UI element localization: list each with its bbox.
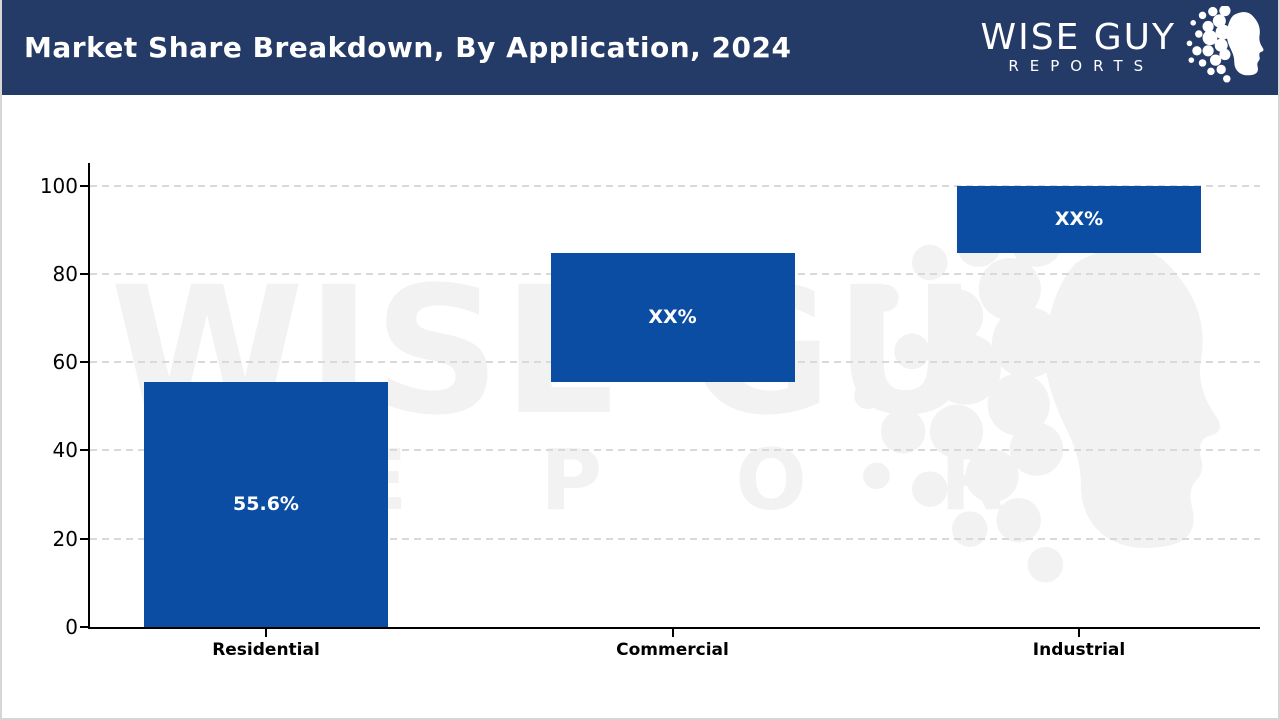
brand-name: WISE GUY xyxy=(980,16,1176,58)
y-tick-label: 80 xyxy=(52,261,78,286)
y-axis-tick xyxy=(80,361,88,364)
y-tick-label: 0 xyxy=(65,615,78,639)
bar-value-label: 55.6% xyxy=(233,493,299,516)
brand-subname: REPORTS xyxy=(1008,56,1155,75)
bar-industrial xyxy=(957,185,1201,253)
brand-logo-text: WISE GUY REPORTS xyxy=(980,16,1177,76)
bar-value-label: XX% xyxy=(1054,208,1104,231)
y-tick-label: 100 xyxy=(39,173,78,198)
y-axis-tick xyxy=(80,449,88,452)
y-axis-tick xyxy=(80,272,88,275)
x-axis-tick xyxy=(265,629,267,637)
page-title: Market Share Breakdown, By Application, … xyxy=(24,31,792,64)
header-bar: Market Share Breakdown, By Application, … xyxy=(2,0,1279,95)
gridline-y100 xyxy=(90,184,1260,187)
x-axis-tick xyxy=(1078,629,1080,637)
brand-logo: WISE GUY REPORTS xyxy=(980,5,1279,90)
bar-commercial xyxy=(550,252,795,382)
category-label-commercial: Commercial xyxy=(616,640,729,660)
bar-residential xyxy=(144,381,388,627)
y-axis-tick xyxy=(80,184,88,187)
x-axis-tick xyxy=(671,629,674,637)
category-label-industrial: Industrial xyxy=(1032,640,1126,660)
gridline-y20 xyxy=(90,537,1260,540)
x-axis xyxy=(88,627,1260,629)
dotted-head-icon xyxy=(1186,5,1264,83)
y-tick-label: 20 xyxy=(52,526,78,551)
watermark-dotted-head-icon xyxy=(854,218,1220,583)
y-tick-label: 40 xyxy=(52,438,78,463)
y-axis-tick xyxy=(80,626,88,628)
gridline-y40 xyxy=(90,449,1260,452)
y-tick-label: 60 xyxy=(52,350,78,375)
category-label-residential: Residential xyxy=(212,640,320,660)
bar-value-label: XX% xyxy=(648,306,697,329)
y-axis-tick xyxy=(80,537,88,540)
y-axis xyxy=(88,163,90,629)
